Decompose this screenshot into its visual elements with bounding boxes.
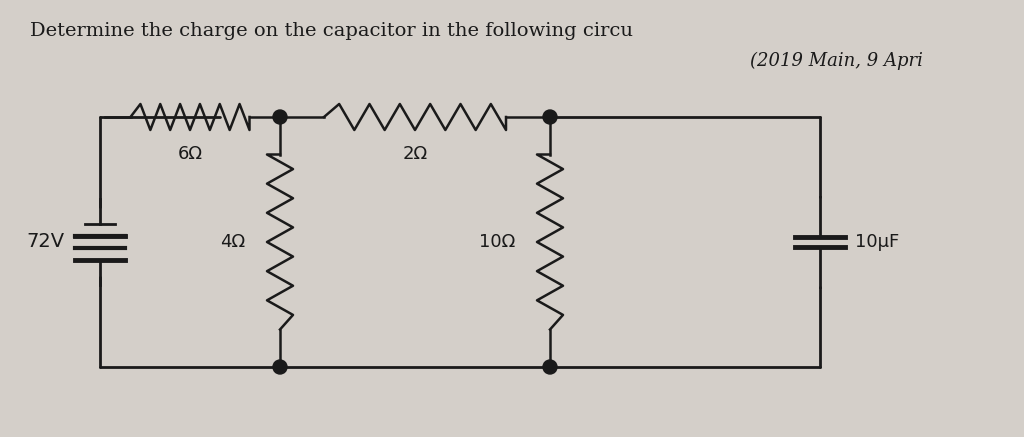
Text: 4Ω: 4Ω <box>220 233 245 251</box>
Circle shape <box>273 360 287 374</box>
Text: 2Ω: 2Ω <box>402 145 428 163</box>
Circle shape <box>273 110 287 124</box>
Circle shape <box>543 360 557 374</box>
Text: 6Ω: 6Ω <box>177 145 203 163</box>
Text: 72V: 72V <box>27 232 65 252</box>
Circle shape <box>543 110 557 124</box>
Text: 10μF: 10μF <box>855 233 899 251</box>
Text: Determine the charge on the capacitor in the following circu: Determine the charge on the capacitor in… <box>30 22 633 40</box>
Text: 10Ω: 10Ω <box>479 233 515 251</box>
Text: (2019 Main, 9 Apri: (2019 Main, 9 Apri <box>750 52 923 70</box>
